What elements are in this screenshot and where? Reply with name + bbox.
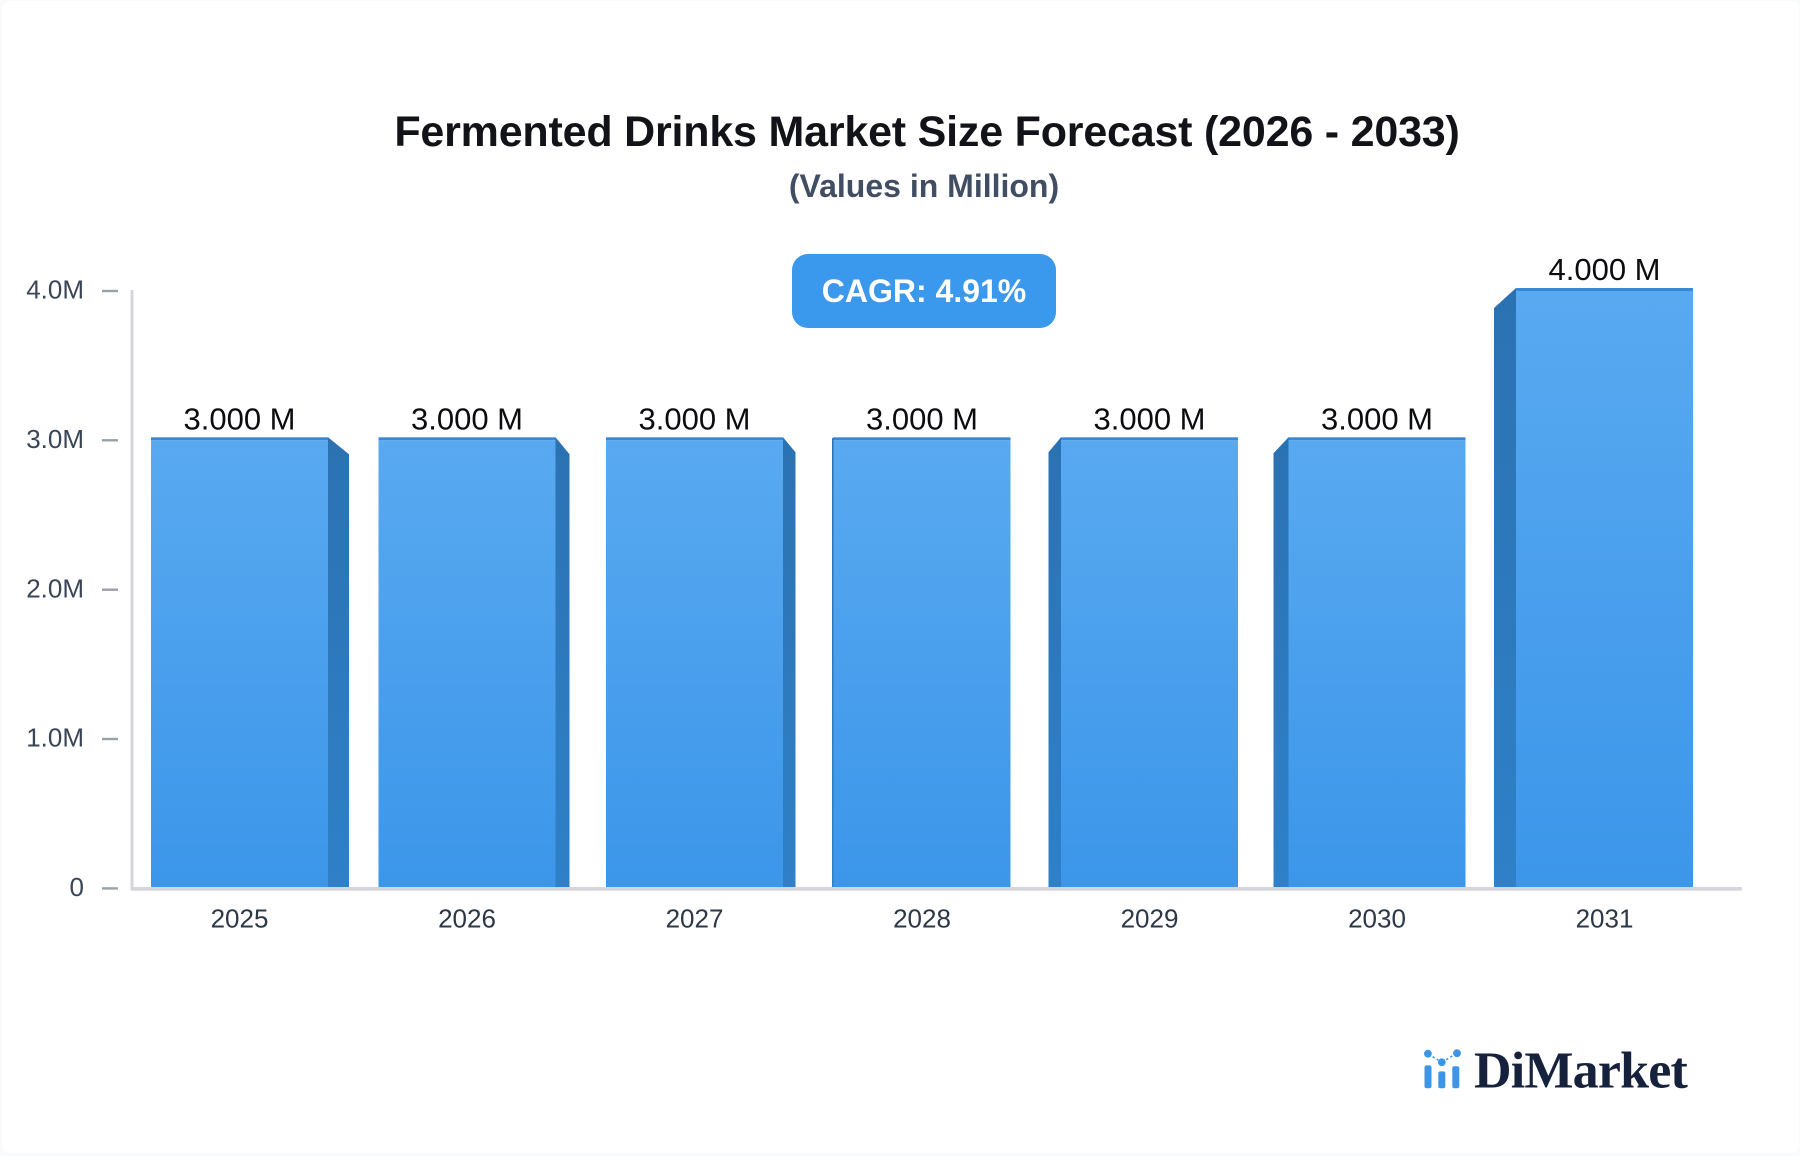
svg-text:CAGR: 4.91%: CAGR: 4.91% xyxy=(822,273,1027,309)
svg-text:3.000 M: 3.000 M xyxy=(183,402,295,437)
svg-text:3.000 M: 3.000 M xyxy=(1093,402,1205,437)
svg-text:4.0M: 4.0M xyxy=(26,275,84,305)
svg-text:2029: 2029 xyxy=(1121,904,1179,934)
svg-text:DiMarket: DiMarket xyxy=(1474,1043,1689,1100)
svg-text:1.0M: 1.0M xyxy=(26,723,84,753)
svg-text:0: 0 xyxy=(70,872,84,902)
svg-text:3.000 M: 3.000 M xyxy=(411,402,523,437)
svg-text:Fermented Drinks Market Size F: Fermented Drinks Market Size Forecast (2… xyxy=(394,108,1459,156)
svg-text:2027: 2027 xyxy=(666,904,724,934)
svg-text:2028: 2028 xyxy=(893,904,951,934)
svg-text:2.0M: 2.0M xyxy=(26,573,84,603)
svg-text:4.000 M: 4.000 M xyxy=(1548,252,1660,287)
svg-text:3.000 M: 3.000 M xyxy=(866,402,978,437)
svg-text:(Values in Million): (Values in Million) xyxy=(789,168,1059,204)
svg-text:2025: 2025 xyxy=(211,904,269,934)
svg-text:3.000 M: 3.000 M xyxy=(638,402,750,437)
svg-text:2031: 2031 xyxy=(1576,904,1634,934)
svg-text:3.0M: 3.0M xyxy=(26,424,84,454)
svg-text:3.000 M: 3.000 M xyxy=(1321,402,1433,437)
svg-text:2026: 2026 xyxy=(438,904,496,934)
svg-text:2030: 2030 xyxy=(1348,904,1406,934)
